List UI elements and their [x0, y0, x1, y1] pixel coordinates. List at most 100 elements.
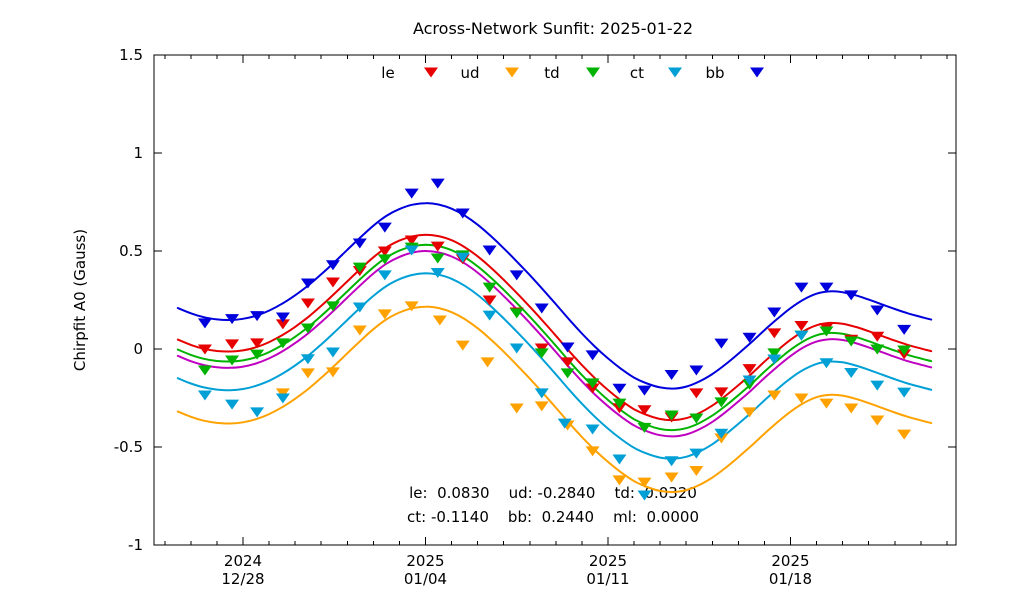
triangle-down-marker [897, 324, 912, 335]
triangle-down-marker [585, 350, 600, 361]
triangle-down-marker [767, 307, 782, 318]
x-tick-label-date: 01/18 [769, 570, 812, 588]
triangle-down-marker [300, 298, 315, 309]
triangle-down-marker [689, 413, 704, 424]
y-axis-ticks: 1.5 1 0.5 0 -0.5 -1 [114, 46, 956, 554]
triangle-down-marker [275, 319, 290, 330]
triangle-down-marker [275, 388, 290, 399]
triangle-down-marker [612, 398, 627, 409]
legend-item-ud: ud [460, 64, 519, 82]
triangle-down-marker [560, 357, 575, 368]
triangle-down-marker [250, 338, 265, 349]
triangle-down-marker [794, 282, 809, 293]
triangle-down-marker [250, 349, 265, 360]
chart-title: Across-Network Sunfit: 2025-01-22 [413, 19, 693, 38]
triangle-down-marker [509, 308, 524, 319]
triangle-down-marker [689, 448, 704, 459]
triangle-down-marker [819, 358, 834, 369]
triangle-down-marker [637, 385, 652, 396]
triangle-down-marker [197, 318, 212, 329]
triangle-down-marker [794, 393, 809, 404]
legend-item-td: td [544, 64, 600, 82]
triangle-down-marker [250, 407, 265, 418]
triangle-down-marker [430, 253, 445, 264]
y-tick-label: 0.5 [119, 242, 143, 260]
series-td-curve [176, 243, 933, 432]
x-tick-label-date: 01/04 [404, 570, 447, 588]
series-le-curve [176, 233, 933, 422]
triangle-down-marker [585, 378, 600, 389]
triangle-down-marker [664, 456, 679, 467]
triangle-down-marker [534, 388, 549, 399]
triangle-down-marker [637, 422, 652, 433]
triangle-down-icon [505, 67, 519, 78]
triangle-down-marker [557, 418, 572, 429]
legend-item-le: le [381, 64, 438, 82]
triangle-down-marker [250, 311, 265, 322]
triangle-down-marker [870, 415, 885, 426]
triangle-down-marker [404, 235, 419, 246]
triangle-down-marker [637, 490, 652, 501]
triangle-down-marker [742, 332, 757, 343]
triangle-down-marker [432, 315, 447, 326]
triangle-down-marker [377, 246, 392, 257]
y-tick-label: -0.5 [114, 438, 143, 456]
triangle-down-marker [352, 325, 367, 336]
triangle-down-marker [664, 472, 679, 483]
triangle-down-marker [300, 323, 315, 334]
triangle-down-marker [275, 338, 290, 349]
triangle-down-marker [377, 254, 392, 265]
triangle-down-marker [794, 320, 809, 331]
triangle-down-marker [455, 252, 470, 263]
legend-label: ct [630, 64, 644, 82]
y-tick-label: 1 [133, 144, 143, 162]
triangle-down-marker [197, 390, 212, 401]
triangle-down-marker [225, 399, 240, 410]
triangle-down-marker [480, 357, 495, 368]
triangle-down-marker [430, 178, 445, 189]
y-axis-label: Chirpfit A0 (Gauss) [71, 229, 89, 371]
legend-label: bb [705, 64, 724, 82]
triangle-down-marker [870, 305, 885, 316]
triangle-down-marker [714, 397, 729, 408]
triangle-down-marker [870, 344, 885, 355]
triangle-down-marker [767, 354, 782, 365]
triangle-down-marker [352, 302, 367, 313]
triangle-down-marker [509, 403, 524, 414]
x-tick-label-year: 2025 [771, 552, 809, 570]
triangle-down-icon [668, 67, 682, 78]
triangle-down-marker [430, 268, 445, 279]
triangle-down-marker [560, 342, 575, 353]
triangle-down-marker [377, 270, 392, 281]
triangle-down-marker [325, 367, 340, 378]
triangle-down-marker [509, 343, 524, 354]
triangle-down-marker [325, 260, 340, 271]
triangle-down-marker [585, 383, 600, 394]
triangle-down-marker [352, 238, 367, 249]
series-ud-curve [176, 305, 933, 494]
legend-label: le [381, 64, 394, 82]
triangle-down-marker [325, 277, 340, 288]
series-ct-points [197, 245, 912, 501]
triangle-down-marker [482, 245, 497, 256]
triangle-down-marker [742, 407, 757, 418]
triangle-down-marker [225, 314, 240, 325]
plot-area: 1.510.50-0.5-1202412/28202501/04202501/1… [114, 46, 957, 588]
triangle-down-marker [612, 475, 627, 486]
triangle-down-marker [430, 241, 445, 252]
triangle-down-marker [897, 387, 912, 398]
triangle-down-marker [585, 424, 600, 435]
triangle-down-marker [819, 326, 834, 337]
triangle-down-marker [534, 303, 549, 314]
legend-label: ud [460, 64, 479, 82]
triangle-down-marker [300, 278, 315, 289]
triangle-down-marker [534, 348, 549, 359]
triangle-down-marker [275, 393, 290, 404]
triangle-down-marker [325, 347, 340, 358]
series-bb-curve [176, 202, 933, 390]
triangle-down-marker [225, 355, 240, 366]
x-tick-label-year: 2024 [224, 552, 262, 570]
triangle-down-marker [612, 383, 627, 394]
